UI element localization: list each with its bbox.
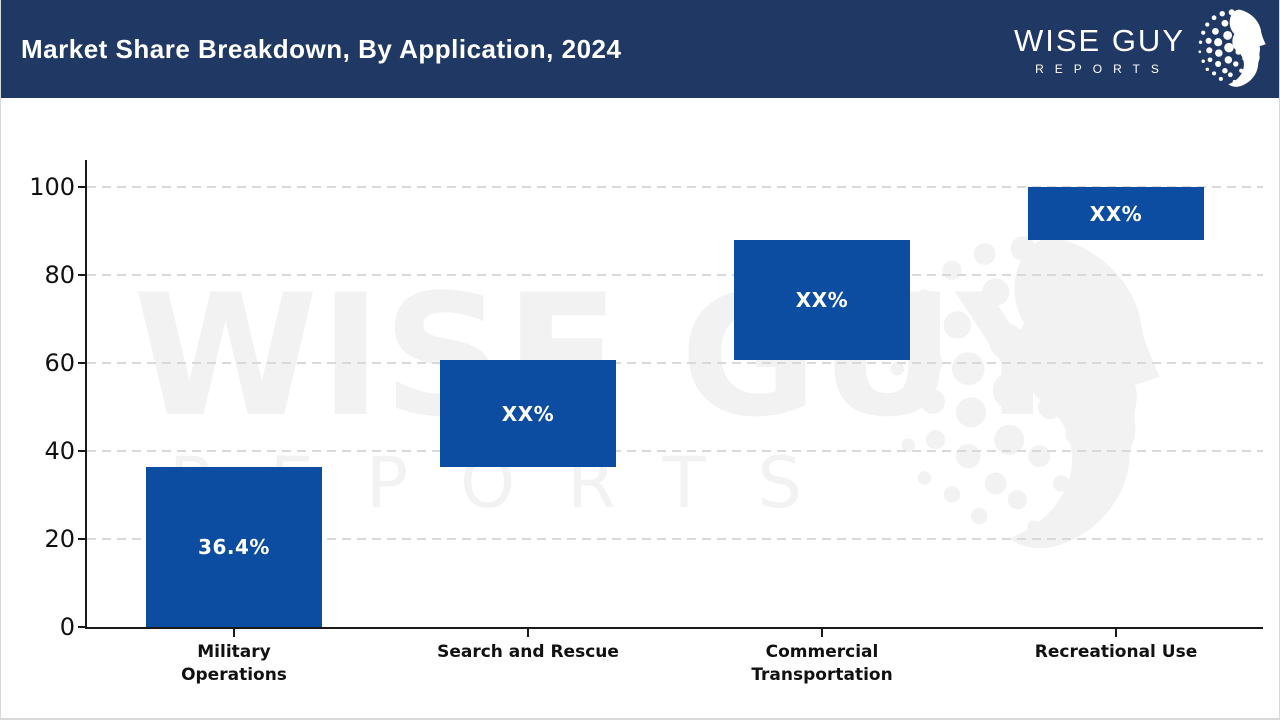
y-tick-mark: [78, 186, 86, 188]
bar-value-label: XX%: [501, 401, 555, 426]
x-tick-mark: [527, 629, 529, 637]
y-tick-label: 20: [44, 525, 75, 553]
bar-segment: XX%: [1028, 187, 1204, 241]
bottom-border: [1, 718, 1279, 720]
bar-segment: XX%: [440, 360, 616, 467]
y-tick-mark: [78, 626, 86, 628]
brand-wordmark: WISE GUY REPORTS: [1014, 23, 1185, 76]
gridline: [87, 186, 1263, 188]
y-tick-mark: [78, 362, 86, 364]
bar-segment: XX%: [734, 240, 910, 361]
y-tick-label: 80: [44, 261, 75, 289]
x-tick-label: Military Operations: [181, 642, 287, 685]
y-tick-label: 0: [59, 613, 75, 641]
bar-segment: 36.4%: [146, 466, 322, 627]
y-tick-mark: [78, 450, 86, 452]
gridline: [87, 538, 1263, 540]
brand-subtitle: REPORTS: [1035, 61, 1170, 76]
y-tick-mark: [78, 274, 86, 276]
x-tick-mark: [1115, 629, 1117, 637]
y-tick-label: 100: [29, 173, 75, 201]
y-tick-mark: [78, 538, 86, 540]
brand-name: WISE GUY: [1013, 22, 1185, 58]
x-tick-label: Commercial Transportation: [751, 642, 893, 685]
page-title: Market Share Breakdown, By Application, …: [21, 33, 622, 64]
bar-value-label: 36.4%: [198, 534, 270, 559]
y-tick-label: 40: [44, 437, 75, 465]
gridline: [87, 450, 1263, 452]
x-axis-spine: [85, 627, 1263, 629]
brand-logo: WISE GUY REPORTS: [1014, 7, 1279, 91]
y-axis-spine: [85, 160, 87, 629]
gridline: [87, 274, 1263, 276]
bar-value-label: XX%: [795, 288, 849, 313]
brand-head-icon: [1198, 9, 1266, 87]
x-tick-label: Recreational Use: [1034, 642, 1198, 662]
x-tick-label: Search and Rescue: [437, 642, 619, 662]
bar-value-label: XX%: [1089, 201, 1143, 226]
header-bar: Market Share Breakdown, By Application, …: [1, 0, 1279, 98]
x-tick-mark: [821, 629, 823, 637]
gridline: [87, 362, 1263, 364]
x-tick-mark: [233, 629, 235, 637]
y-tick-label: 60: [44, 349, 75, 377]
